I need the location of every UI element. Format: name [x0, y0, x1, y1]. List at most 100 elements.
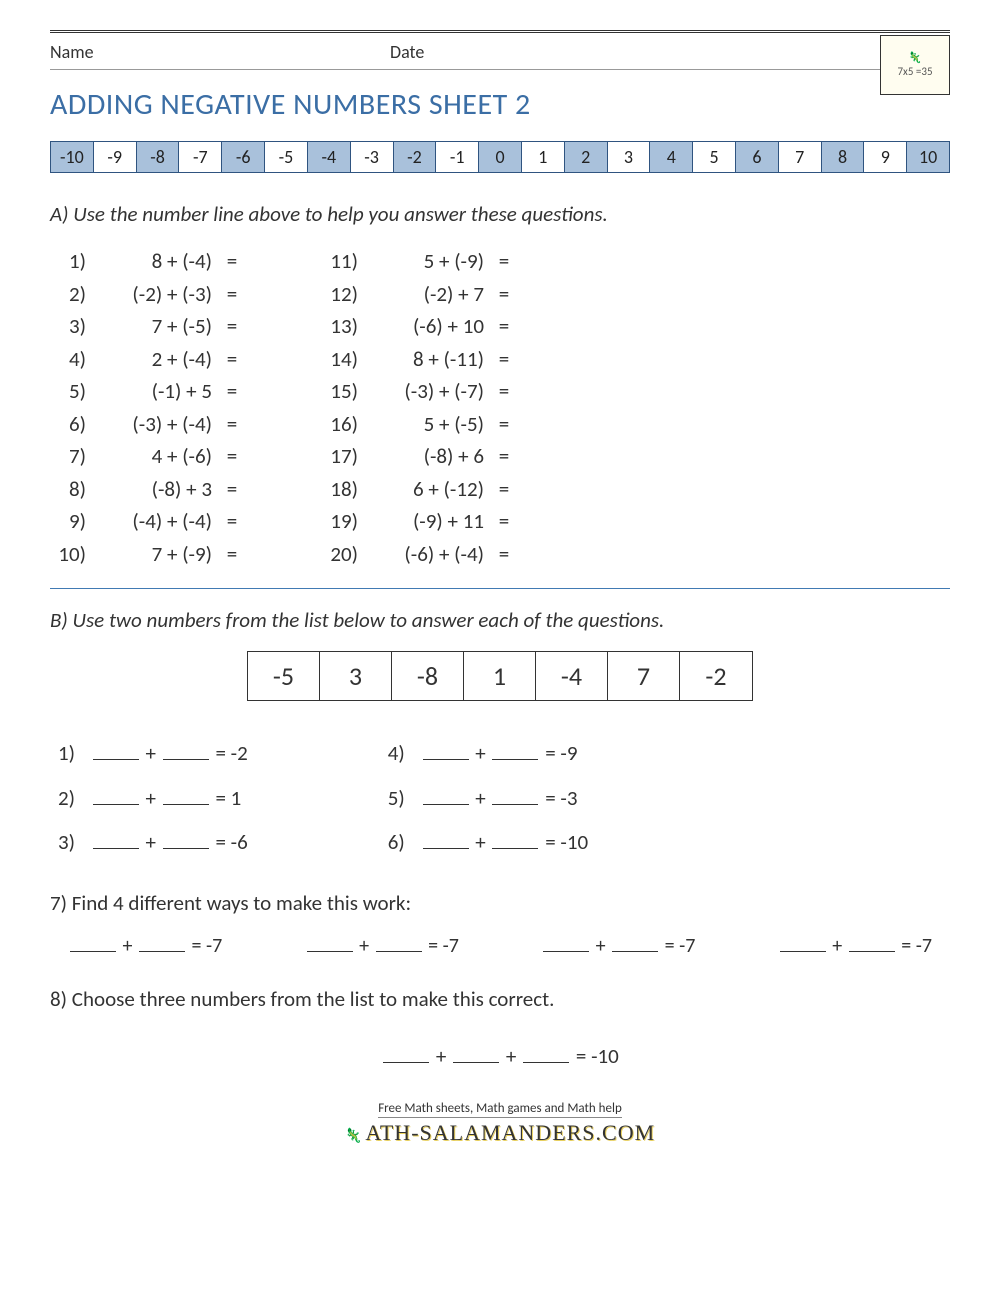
problem-row: 20)(-6) + (-4)=: [322, 538, 514, 571]
equals-sign: =: [494, 505, 514, 538]
section-b-fill-problems: 1) + = -22) + = 13) + = -6 4) + = -95) +…: [50, 731, 950, 863]
equals-sign: =: [494, 278, 514, 311]
problem-row: 4)2 + (-4)=: [50, 343, 242, 376]
problem-expression: (-9) + 11: [364, 505, 494, 538]
equals-sign: =: [222, 310, 242, 343]
top-rule: [50, 30, 950, 33]
number-list-cell: 3: [320, 652, 392, 700]
problem-number: 1): [50, 245, 92, 278]
blank[interactable]: [93, 739, 139, 760]
number-line-cell: 8: [822, 142, 865, 172]
section-a-right-column: 11)5 + (-9)=12)(-2) + 7=13)(-6) + 10=14)…: [322, 245, 514, 570]
problem-row: 15)(-3) + (-7)=: [322, 375, 514, 408]
problem-expression: 8 + (-4): [92, 245, 222, 278]
problem-number: 7): [50, 440, 92, 473]
problem-number: 18): [322, 473, 364, 506]
equals-sign: =: [494, 538, 514, 571]
blank[interactable]: [849, 932, 895, 952]
number-list: -53-81-47-2: [247, 651, 753, 701]
problem-expression: (-6) + 10: [364, 310, 494, 343]
problem-number: 3): [50, 310, 92, 343]
problem-expression: (-6) + (-4): [364, 538, 494, 571]
footer: Free Math sheets, Math games and Math he…: [50, 1099, 950, 1146]
problem-number: 6): [50, 408, 92, 441]
problem-row: 8)(-8) + 3=: [50, 473, 242, 506]
problem-expression: 2 + (-4): [92, 343, 222, 376]
blank[interactable]: [93, 784, 139, 805]
problem-number: 14): [322, 343, 364, 376]
number-line-cell: 10: [907, 142, 949, 172]
blank[interactable]: [163, 739, 209, 760]
fill-number: 5): [388, 776, 416, 820]
blank[interactable]: [612, 932, 658, 952]
problem-expression: (-4) + (-4): [92, 505, 222, 538]
footer-brand: ATH-SALAMANDERS.COM: [365, 1120, 655, 1145]
question-8-blanks: + + = -10: [50, 1042, 950, 1069]
blank[interactable]: [523, 1042, 569, 1063]
problem-expression: 7 + (-9): [92, 538, 222, 571]
number-line-cell: 3: [608, 142, 651, 172]
problem-expression: (-8) + 6: [364, 440, 494, 473]
blank[interactable]: [383, 1042, 429, 1063]
number-line-cell: -5: [265, 142, 308, 172]
blank[interactable]: [423, 739, 469, 760]
fill-row: 1) + = -2: [58, 731, 248, 775]
problem-row: 12)(-2) + 7=: [322, 278, 514, 311]
number-line-cell: -4: [308, 142, 351, 172]
problem-number: 12): [322, 278, 364, 311]
problem-row: 2)(-2) + (-3)=: [50, 278, 242, 311]
blank[interactable]: [543, 932, 589, 952]
problem-row: 17)(-8) + 6=: [322, 440, 514, 473]
section-a-instruction: A) Use the number line above to help you…: [50, 201, 950, 227]
blank[interactable]: [163, 828, 209, 849]
number-list-cell: -2: [680, 652, 752, 700]
blank[interactable]: [139, 932, 185, 952]
blank[interactable]: [492, 784, 538, 805]
problem-number: 15): [322, 375, 364, 408]
equals-sign: =: [494, 473, 514, 506]
header-row: Name Date 🦎 7x5 =35: [50, 41, 950, 70]
q7-group: + = -7: [541, 932, 695, 958]
fill-row: 5) + = -3: [388, 776, 588, 820]
q7-group: + = -7: [305, 932, 459, 958]
salamander-icon: 🦎: [345, 1127, 362, 1144]
blank[interactable]: [70, 932, 116, 952]
number-line-cell: 9: [864, 142, 907, 172]
blank[interactable]: [453, 1042, 499, 1063]
number-list-cell: -8: [392, 652, 464, 700]
section-a-left-column: 1)8 + (-4)=2)(-2) + (-3)=3)7 + (-5)=4)2 …: [50, 245, 242, 570]
problem-row: 5)(-1) + 5=: [50, 375, 242, 408]
blank[interactable]: [307, 932, 353, 952]
problem-expression: 5 + (-5): [364, 408, 494, 441]
number-line-cell: -7: [179, 142, 222, 172]
problem-number: 10): [50, 538, 92, 571]
number-line: -10-9-8-7-6-5-4-3-2-1012345678910: [50, 141, 950, 173]
equals-sign: =: [222, 408, 242, 441]
blank[interactable]: [423, 784, 469, 805]
blank[interactable]: [423, 828, 469, 849]
number-list-cell: 1: [464, 652, 536, 700]
problem-row: 3)7 + (-5)=: [50, 310, 242, 343]
header-labels: Name Date: [50, 41, 950, 70]
section-a-problems: 1)8 + (-4)=2)(-2) + (-3)=3)7 + (-5)=4)2 …: [50, 245, 950, 570]
blank[interactable]: [492, 739, 538, 760]
problem-row: 14)8 + (-11)=: [322, 343, 514, 376]
equals-sign: =: [222, 440, 242, 473]
problem-row: 11)5 + (-9)=: [322, 245, 514, 278]
problem-expression: 8 + (-11): [364, 343, 494, 376]
blank[interactable]: [93, 828, 139, 849]
equals-sign: =: [222, 505, 242, 538]
blank[interactable]: [376, 932, 422, 952]
problem-row: 10)7 + (-9)=: [50, 538, 242, 571]
problem-expression: (-8) + 3: [92, 473, 222, 506]
problem-row: 16)5 + (-5)=: [322, 408, 514, 441]
blank[interactable]: [780, 932, 826, 952]
blank[interactable]: [163, 784, 209, 805]
problem-number: 17): [322, 440, 364, 473]
equals-sign: =: [494, 375, 514, 408]
blank[interactable]: [492, 828, 538, 849]
problem-number: 16): [322, 408, 364, 441]
equals-sign: =: [494, 343, 514, 376]
question-7-blanks: + = -7 + = -7 + = -7 + = -7: [50, 932, 950, 958]
fill-row: 6) + = -10: [388, 820, 588, 864]
